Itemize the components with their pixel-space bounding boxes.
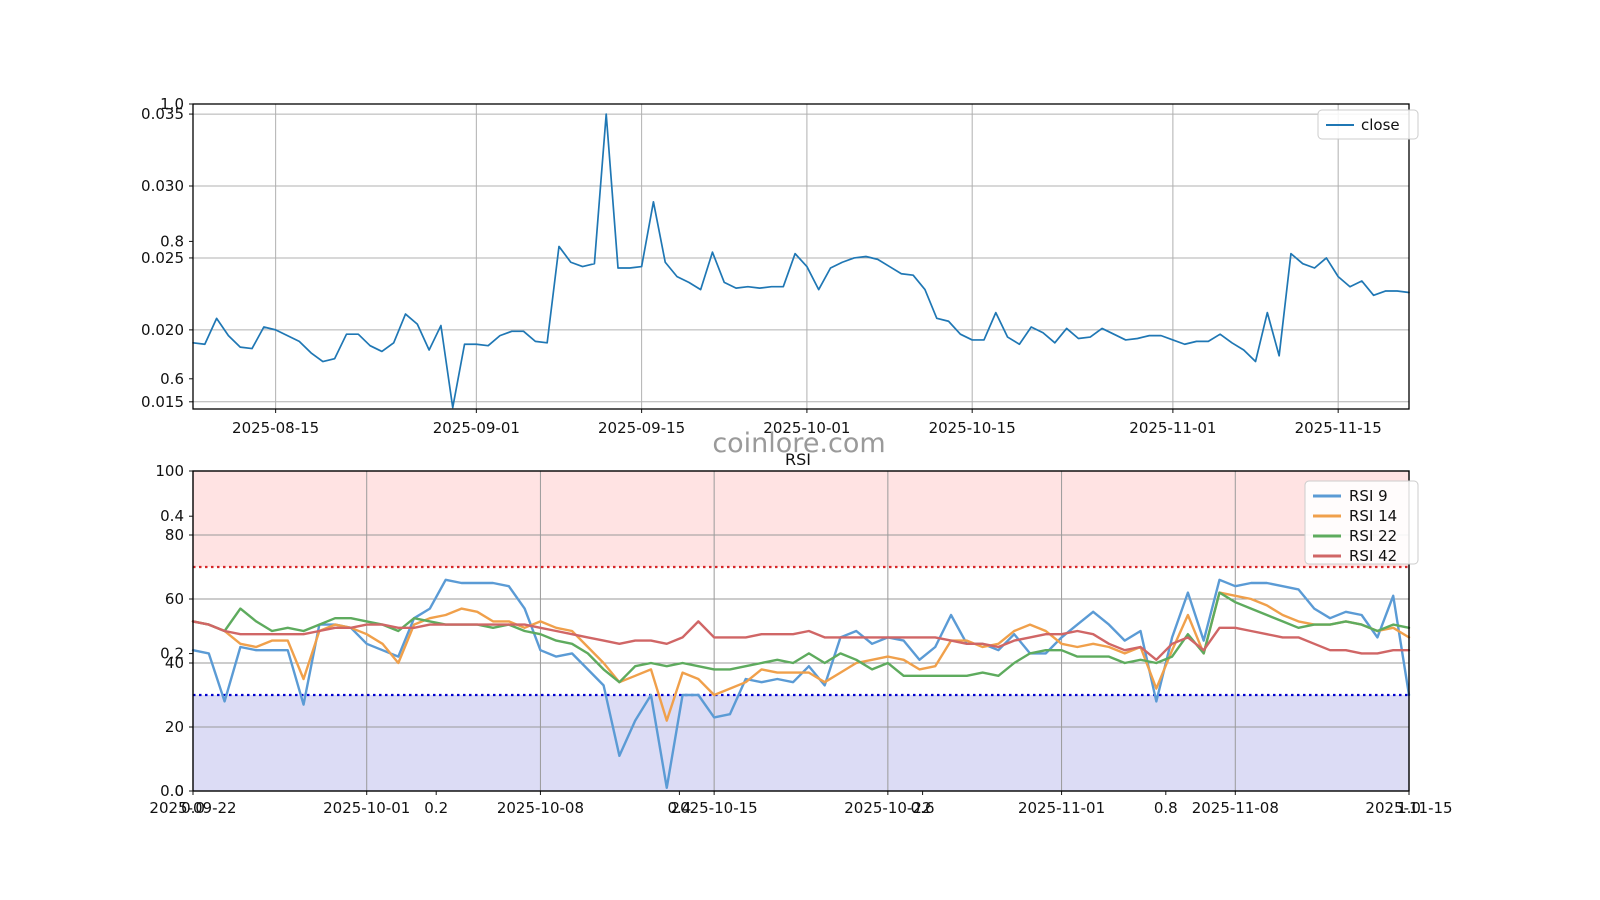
rsi-overbought-band — [193, 471, 1409, 567]
price-xtick-label: 2025-10-01 — [763, 419, 850, 437]
rsi-xtick-label: 2025-11-15 — [1365, 799, 1452, 817]
rsi-legend-label-rsi-42: RSI 42 — [1349, 547, 1397, 565]
rsi-ytick-label: 20 — [165, 718, 184, 736]
rsi-legend-label-rsi-14: RSI 14 — [1349, 507, 1397, 525]
rsi-xtick-label: 2025-11-08 — [1192, 799, 1279, 817]
rsi-line-rsi-9 — [191, 578, 1411, 789]
rsi-chart: 0 20 40 60 80 100 2025-09-22 2025-10-01 2025-10-… — [149, 450, 1452, 817]
price-legend[interactable]: close — [1317, 109, 1419, 140]
rsi-legend[interactable]: RSI 9 RSI 14 RSI 22 RSI 42 — [1304, 480, 1419, 565]
rsi-line-rsi-22 — [191, 591, 1411, 684]
price-legend-box — [1317, 109, 1419, 140]
price-plot-background — [193, 104, 1409, 409]
rsi-oversold-band — [193, 695, 1409, 791]
rsi-xtick-label: 2025-09-22 — [149, 799, 236, 817]
ghost-xtick-label: 0.4 — [667, 799, 691, 817]
ghost-ytick-label: 0.4 — [160, 507, 184, 525]
price-xtick-label: 2025-09-15 — [598, 419, 685, 437]
price-xtick-label: 2025-11-01 — [1129, 419, 1216, 437]
rsi-xtick-label: 2025-10-15 — [671, 799, 758, 817]
ghost-overlay-axis: 0.0 0.2 0.4 0.6 0.8 1.0 0.0 0.2 0.4 0.6 0.8 1.0 — [160, 95, 1421, 817]
ghost-xtick-label: 0.8 — [1154, 799, 1178, 817]
rsi-legend-box — [1304, 480, 1419, 565]
rsi-axes-frame — [192, 470, 1410, 792]
rsi-ytick-label: 100 — [155, 462, 184, 480]
ghost-ytick-label: 1.0 — [160, 95, 184, 113]
rsi-ytick-label: 40 — [165, 654, 184, 672]
ghost-ytick-label: 0.0 — [160, 782, 184, 800]
rsi-ytick-label: 0 — [174, 782, 184, 800]
rsi-legend-label-rsi-9: RSI 9 — [1349, 487, 1388, 505]
ghost-xtick-label: 0.0 — [181, 799, 205, 817]
ghost-xtick-label: 0.2 — [424, 799, 448, 817]
ghost-xtick-label: 0.6 — [911, 799, 935, 817]
rsi-xtick-label: 2025-10-22 — [844, 799, 931, 817]
watermark-text: coinlore.com — [712, 428, 885, 459]
ghost-ytick-label: 0.6 — [160, 370, 184, 388]
price-xtick-label: 2025-11-15 — [1295, 419, 1382, 437]
price-xtick-label: 2025-08-15 — [232, 419, 319, 437]
ghost-ytick-label: 0.2 — [160, 645, 184, 663]
ghost-xtick-label: 1.0 — [1397, 799, 1421, 817]
rsi-xtick-label: 2025-10-08 — [497, 799, 584, 817]
rsi-xtick-label: 2025-10-01 — [323, 799, 410, 817]
rsi-chart-title: RSI — [785, 450, 811, 469]
rsi-ytick-label: 60 — [165, 590, 184, 608]
price-ytick-label: 0.030 — [141, 177, 184, 195]
price-ytick-label: 0.035 — [141, 105, 184, 123]
price-xtick-label: 2025-09-01 — [433, 419, 520, 437]
rsi-legend-label-rsi-22: RSI 22 — [1349, 527, 1397, 545]
price-line-close — [192, 113, 1410, 409]
rsi-line-rsi-42 — [191, 620, 1411, 661]
price-ytick-label: 0.020 — [141, 321, 184, 339]
price-xtick-label: 2025-10-15 — [929, 419, 1016, 437]
price-legend-label-close: close — [1361, 116, 1400, 134]
price-ytick-label: 0.025 — [141, 249, 184, 267]
rsi-ytick-label: 80 — [165, 526, 184, 544]
price-axes-frame — [192, 103, 1410, 410]
ghost-ytick-label: 0.8 — [160, 232, 184, 250]
rsi-xtick-label: 2025-11-01 — [1018, 799, 1105, 817]
price-chart: 0.015 0.020 0.025 0.030 0.035 2025-08-15 2025-… — [141, 103, 1419, 437]
price-ytick-label: 0.015 — [141, 393, 184, 411]
